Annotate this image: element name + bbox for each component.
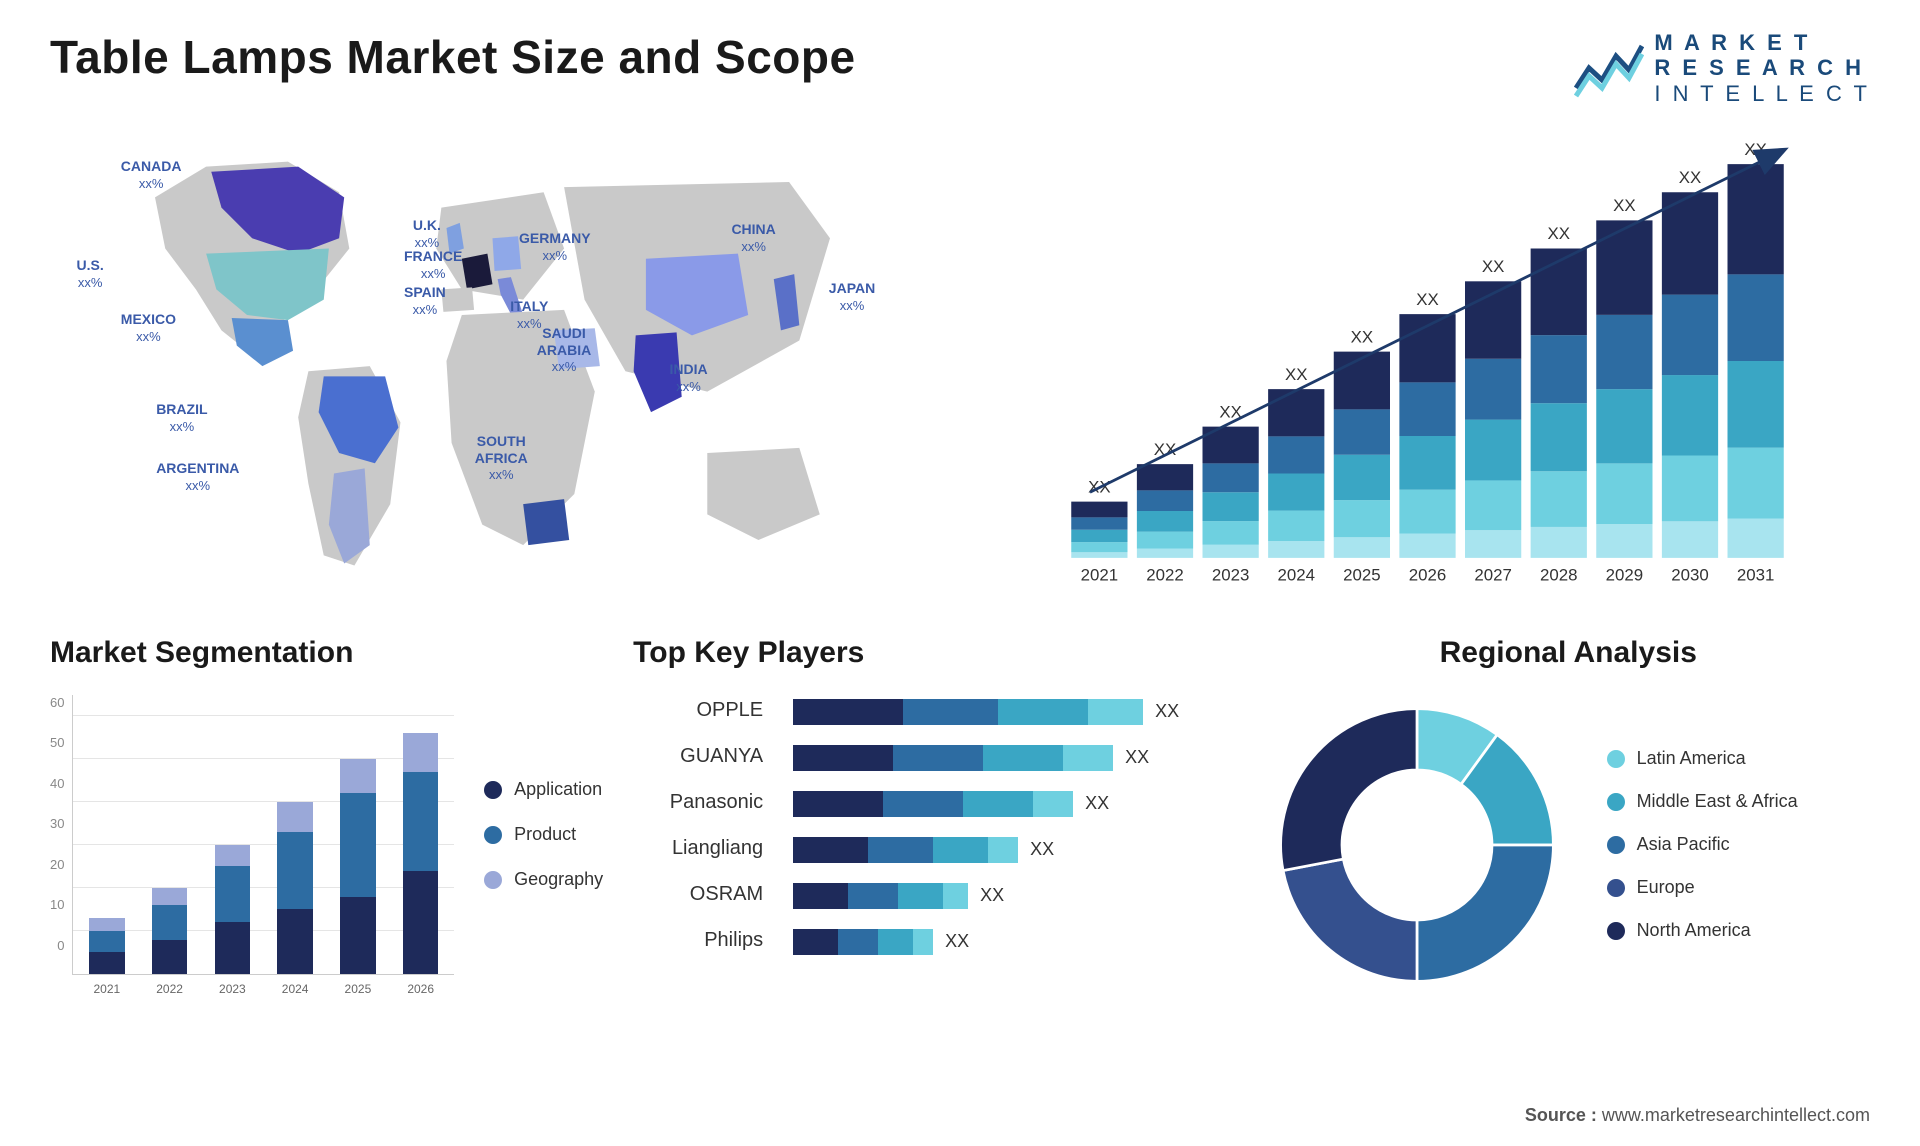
map-label-france: FRANCExx% xyxy=(404,248,462,282)
players-labels: OPPLE GUANYA Panasonic Liangliang OSRAM Phili… xyxy=(633,695,763,955)
growth-chart-panel: XX 2021 XX 2022 XX 2023 XX 2024 XX 2025 XX 2026 XX 20… xyxy=(985,136,1870,586)
growth-chart: XX 2021 XX 2022 XX 2023 XX 2024 XX 2025 XX 2026 XX 20… xyxy=(985,136,1870,586)
seg-bar-2025: 2025 xyxy=(333,759,384,974)
map-label-south-africa: SOUTHAFRICAxx% xyxy=(475,433,528,483)
map-label-spain: SPAINxx% xyxy=(404,284,446,318)
svg-text:XX: XX xyxy=(1744,140,1767,159)
regional-title: Regional Analysis xyxy=(1267,636,1870,670)
svg-text:2024: 2024 xyxy=(1277,565,1315,584)
svg-text:2029: 2029 xyxy=(1606,565,1644,584)
page-title: Table Lamps Market Size and Scope xyxy=(50,30,856,84)
players-title: Top Key Players xyxy=(633,636,1236,670)
seg-bar-2023: 2023 xyxy=(207,845,258,974)
map-label-saudi-arabia: SAUDIARABIAxx% xyxy=(537,325,591,375)
player-bar-osram: XX xyxy=(793,883,1236,909)
region-legend-europe: Europe xyxy=(1607,877,1798,898)
regional-section: Regional Analysis Latin America Middle Ea… xyxy=(1267,636,1870,995)
map-label-china: CHINAxx% xyxy=(731,221,775,255)
svg-text:2031: 2031 xyxy=(1737,565,1775,584)
map-label-japan: JAPANxx% xyxy=(829,280,875,314)
player-label-guanya: GUANYA xyxy=(633,745,763,771)
svg-text:2021: 2021 xyxy=(1081,565,1119,584)
world-map-panel: CANADAxx% U.S.xx% MEXICOxx% BRAZILxx% ARGENT… xyxy=(50,136,935,586)
region-legend-asia-pacific: Asia Pacific xyxy=(1607,834,1798,855)
svg-text:XX: XX xyxy=(1548,224,1571,243)
seg-bar-2024: 2024 xyxy=(270,802,321,974)
map-label-u.s.: U.S.xx% xyxy=(77,257,104,291)
region-legend-middle-east-africa: Middle East & Africa xyxy=(1607,791,1798,812)
brand-logo: M A R K E T R E S E A R C H I N T E L L … xyxy=(1574,30,1870,106)
svg-text:2022: 2022 xyxy=(1146,565,1184,584)
svg-text:XX: XX xyxy=(1482,257,1505,276)
svg-text:2025: 2025 xyxy=(1343,565,1381,584)
player-bar-panasonic: XX xyxy=(793,791,1236,817)
region-legend-latin-america: Latin America xyxy=(1607,748,1798,769)
source-citation: Source : www.marketresearchintellect.com xyxy=(1525,1105,1870,1126)
svg-text:XX: XX xyxy=(1351,327,1374,346)
svg-text:2028: 2028 xyxy=(1540,565,1578,584)
svg-text:2023: 2023 xyxy=(1212,565,1250,584)
logo-icon xyxy=(1574,38,1644,98)
svg-text:XX: XX xyxy=(1285,365,1308,384)
logo-line3: I N T E L L E C T xyxy=(1654,81,1870,106)
svg-text:XX: XX xyxy=(1416,290,1439,309)
segmentation-section: Market Segmentation 6050403020100 202120… xyxy=(50,636,603,995)
player-bar-liangliang: XX xyxy=(793,837,1236,863)
player-label-philips: Philips xyxy=(633,929,763,955)
map-label-brazil: BRAZILxx% xyxy=(156,401,207,435)
map-label-mexico: MEXICOxx% xyxy=(121,311,176,345)
player-label-osram: OSRAM xyxy=(633,883,763,909)
regional-donut xyxy=(1267,695,1567,995)
players-section: Top Key Players OPPLE GUANYA Panasonic Lian… xyxy=(633,636,1236,995)
map-label-india: INDIAxx% xyxy=(670,361,708,395)
seg-legend-product: Product xyxy=(484,824,603,845)
svg-text:2026: 2026 xyxy=(1409,565,1447,584)
map-label-argentina: ARGENTINAxx% xyxy=(156,460,239,494)
player-label-liangliang: Liangliang xyxy=(633,837,763,863)
player-bar-guanya: XX xyxy=(793,745,1236,771)
seg-legend: Application Product Geography xyxy=(484,695,603,975)
map-label-germany: GERMANYxx% xyxy=(519,230,591,264)
region-legend-north-america: North America xyxy=(1607,920,1798,941)
seg-plot: 202120222023202420252026 xyxy=(72,695,454,975)
player-bar-philips: XX xyxy=(793,929,1236,955)
player-label-opple: OPPLE xyxy=(633,699,763,725)
regional-legend: Latin America Middle East & Africa Asia Pa… xyxy=(1607,748,1798,941)
svg-text:2027: 2027 xyxy=(1474,565,1512,584)
logo-line2: R E S E A R C H xyxy=(1654,55,1864,80)
logo-line1: M A R K E T xyxy=(1654,30,1810,55)
map-label-canada: CANADAxx% xyxy=(121,158,182,192)
seg-legend-geography: Geography xyxy=(484,869,603,890)
svg-text:2030: 2030 xyxy=(1671,565,1709,584)
seg-bar-2022: 2022 xyxy=(144,888,195,974)
player-label-panasonic: Panasonic xyxy=(633,791,763,817)
seg-legend-application: Application xyxy=(484,779,603,800)
seg-bar-2026: 2026 xyxy=(395,733,446,974)
segmentation-title: Market Segmentation xyxy=(50,636,603,670)
svg-text:XX: XX xyxy=(1613,196,1636,215)
svg-text:XX: XX xyxy=(1679,168,1702,187)
world-map xyxy=(50,136,935,586)
players-bars: XX XX XX XX XX XX xyxy=(793,695,1236,955)
player-bar-opple: XX xyxy=(793,699,1236,725)
seg-bar-2021: 2021 xyxy=(81,918,132,974)
seg-y-axis: 6050403020100 xyxy=(50,695,72,975)
map-label-u.k.: U.K.xx% xyxy=(413,217,441,251)
